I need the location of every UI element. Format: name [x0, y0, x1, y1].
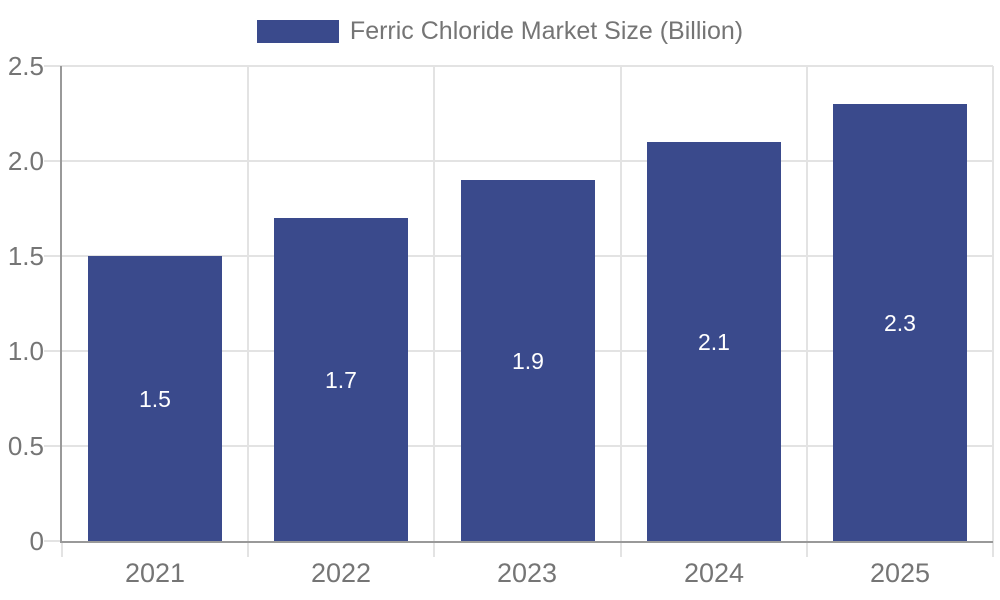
- y-tick-mark: [44, 350, 62, 352]
- y-tick-label: 1.0: [7, 336, 44, 366]
- y-tick-mark: [44, 540, 62, 542]
- x-tick-mark: [992, 541, 994, 557]
- x-gridline: [433, 66, 436, 541]
- y-tick-label: 0.5: [7, 431, 44, 461]
- x-gridline: [619, 66, 622, 541]
- x-tick-label: 2024: [683, 558, 745, 588]
- x-axis-line: [60, 541, 993, 543]
- bar-value-label: 2.3: [884, 310, 916, 336]
- y-gridline: [62, 65, 993, 67]
- bar-value-label: 1.7: [325, 367, 357, 393]
- x-tick-mark: [247, 541, 250, 557]
- x-tick-label: 2021: [124, 558, 186, 588]
- x-tick-label: 2023: [496, 558, 558, 588]
- bar-value-label: 1.5: [139, 386, 171, 412]
- x-tick-mark: [433, 541, 436, 557]
- bar-2024[interactable]: [647, 142, 781, 541]
- bar-2025[interactable]: [833, 104, 967, 541]
- x-tick-label: 2022: [310, 558, 372, 588]
- x-gridline: [992, 66, 994, 541]
- y-tick-mark: [44, 160, 62, 162]
- y-tick-mark: [44, 445, 62, 447]
- x-tick-mark: [61, 541, 63, 557]
- y-axis-line: [60, 66, 62, 543]
- bar-2023[interactable]: [461, 180, 595, 541]
- y-tick-mark: [44, 65, 62, 67]
- y-tick-label: 0: [29, 526, 44, 556]
- y-tick-label: 2.5: [7, 51, 44, 81]
- bar-value-label: 2.1: [698, 329, 730, 355]
- legend-item[interactable]: Ferric Chloride Market Size (Billion): [0, 17, 1000, 46]
- legend-swatch: [256, 20, 339, 43]
- y-tick-label: 2.0: [7, 146, 44, 176]
- y-tick-mark: [44, 255, 62, 257]
- y-tick-label: 1.5: [7, 241, 44, 271]
- x-tick-mark: [619, 541, 622, 557]
- y-gridline: [62, 160, 993, 162]
- bar-2021[interactable]: [88, 256, 222, 541]
- x-gridline: [247, 66, 250, 541]
- bar-2022[interactable]: [274, 218, 408, 541]
- legend-label: Ferric Chloride Market Size (Billion): [349, 17, 744, 45]
- x-tick-mark: [805, 541, 808, 557]
- bar-value-label: 1.9: [512, 348, 544, 374]
- x-tick-label: 2025: [869, 558, 931, 588]
- x-gridline: [805, 66, 808, 541]
